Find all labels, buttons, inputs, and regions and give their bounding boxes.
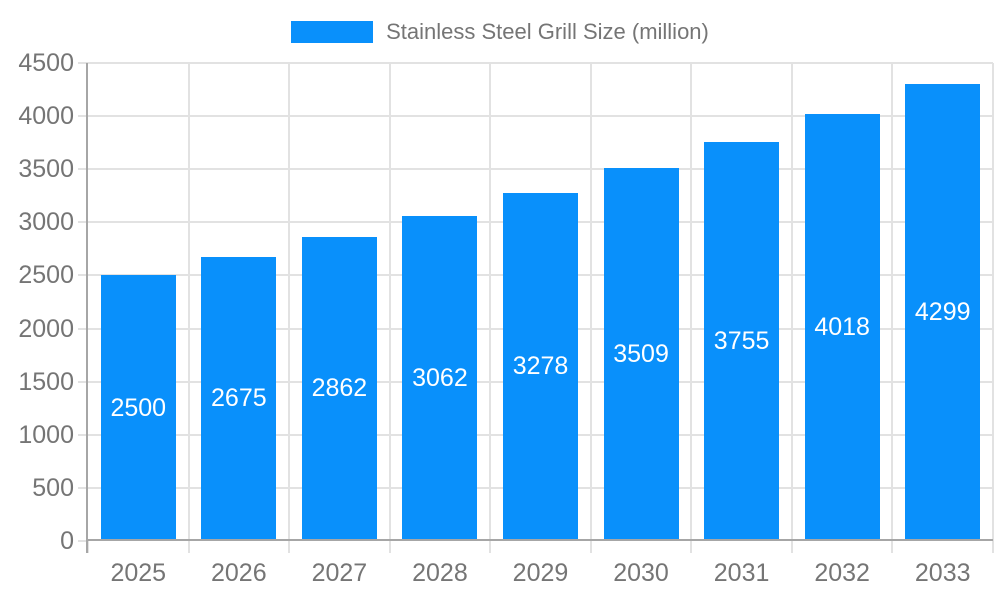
legend[interactable]: Stainless Steel Grill Size (million) bbox=[0, 19, 1000, 45]
y-tick bbox=[78, 274, 88, 277]
bar-2032[interactable]: 4018 bbox=[804, 114, 880, 541]
x-axis-line bbox=[88, 539, 993, 541]
y-axis-line bbox=[86, 63, 88, 553]
bar-value-label: 2862 bbox=[311, 374, 368, 403]
y-axis-label: 2500 bbox=[18, 261, 74, 290]
bar-2028[interactable]: 3062 bbox=[402, 215, 478, 541]
bar-value-label: 3062 bbox=[412, 363, 468, 392]
v-gridline bbox=[992, 63, 994, 541]
y-axis-label: 4500 bbox=[18, 49, 74, 77]
x-tick bbox=[992, 541, 994, 553]
y-axis-label: 2000 bbox=[18, 314, 74, 343]
x-tick bbox=[891, 541, 894, 553]
x-tick bbox=[388, 541, 391, 553]
bar-value-label: 4299 bbox=[914, 298, 971, 327]
y-tick bbox=[78, 115, 88, 118]
x-tick bbox=[187, 541, 190, 553]
y-tick bbox=[78, 486, 88, 489]
x-tick bbox=[288, 541, 291, 553]
y-axis-label: 1000 bbox=[18, 420, 74, 449]
x-axis-label: 2030 bbox=[613, 559, 669, 587]
h-gridline bbox=[88, 115, 993, 118]
bar-value-label: 2500 bbox=[110, 393, 167, 422]
y-tick bbox=[78, 540, 88, 542]
x-tick bbox=[87, 541, 89, 553]
legend-label: Stainless Steel Grill Size (million) bbox=[386, 19, 709, 44]
bar-value-label: 4018 bbox=[814, 313, 870, 342]
x-axis-label: 2027 bbox=[311, 559, 368, 587]
bar-2027[interactable]: 2862 bbox=[301, 236, 377, 541]
x-axis-label: 2031 bbox=[713, 559, 770, 587]
bar-value-label: 3278 bbox=[512, 352, 569, 381]
bar-2029[interactable]: 3278 bbox=[503, 192, 578, 541]
x-tick bbox=[690, 541, 693, 553]
y-tick bbox=[78, 221, 88, 224]
bar-value-label: 2675 bbox=[211, 384, 267, 413]
y-axis-label: 1500 bbox=[18, 367, 74, 396]
h-gridline bbox=[88, 62, 993, 64]
y-tick bbox=[78, 327, 88, 330]
y-axis-label: 0 bbox=[60, 527, 74, 555]
x-axis-label: 2025 bbox=[110, 559, 167, 587]
x-tick bbox=[489, 541, 492, 553]
v-gridline bbox=[288, 63, 291, 541]
y-axis-label: 3000 bbox=[18, 208, 74, 237]
x-tick bbox=[589, 541, 592, 553]
v-gridline bbox=[690, 63, 693, 541]
legend-swatch-icon bbox=[291, 21, 374, 43]
v-gridline bbox=[187, 63, 190, 541]
x-axis-label: 2026 bbox=[211, 559, 267, 587]
v-gridline bbox=[790, 63, 793, 541]
bar-value-label: 3755 bbox=[713, 327, 770, 356]
bar-2026[interactable]: 2675 bbox=[201, 256, 277, 541]
x-axis-label: 2033 bbox=[914, 559, 971, 587]
v-gridline bbox=[388, 63, 391, 541]
v-gridline bbox=[589, 63, 592, 541]
bar-2033[interactable]: 4299 bbox=[905, 84, 981, 541]
y-tick bbox=[78, 168, 88, 171]
bar-2031[interactable]: 3755 bbox=[704, 142, 780, 541]
v-gridline bbox=[489, 63, 492, 541]
v-gridline bbox=[891, 63, 894, 541]
y-tick bbox=[78, 62, 88, 64]
y-tick bbox=[78, 380, 88, 383]
y-axis-label: 500 bbox=[32, 473, 74, 502]
x-axis-label: 2029 bbox=[512, 559, 569, 587]
x-tick bbox=[790, 541, 793, 553]
h-gridline bbox=[88, 168, 993, 171]
y-axis-label: 3500 bbox=[18, 155, 74, 184]
bar-value-label: 3509 bbox=[613, 340, 669, 369]
bar-2025[interactable]: 2500 bbox=[100, 275, 176, 541]
bar-2030[interactable]: 3509 bbox=[603, 168, 679, 541]
y-tick bbox=[78, 433, 88, 436]
y-axis-label: 4000 bbox=[18, 102, 74, 131]
x-axis-label: 2032 bbox=[814, 559, 870, 587]
x-axis-label: 2028 bbox=[412, 559, 468, 587]
